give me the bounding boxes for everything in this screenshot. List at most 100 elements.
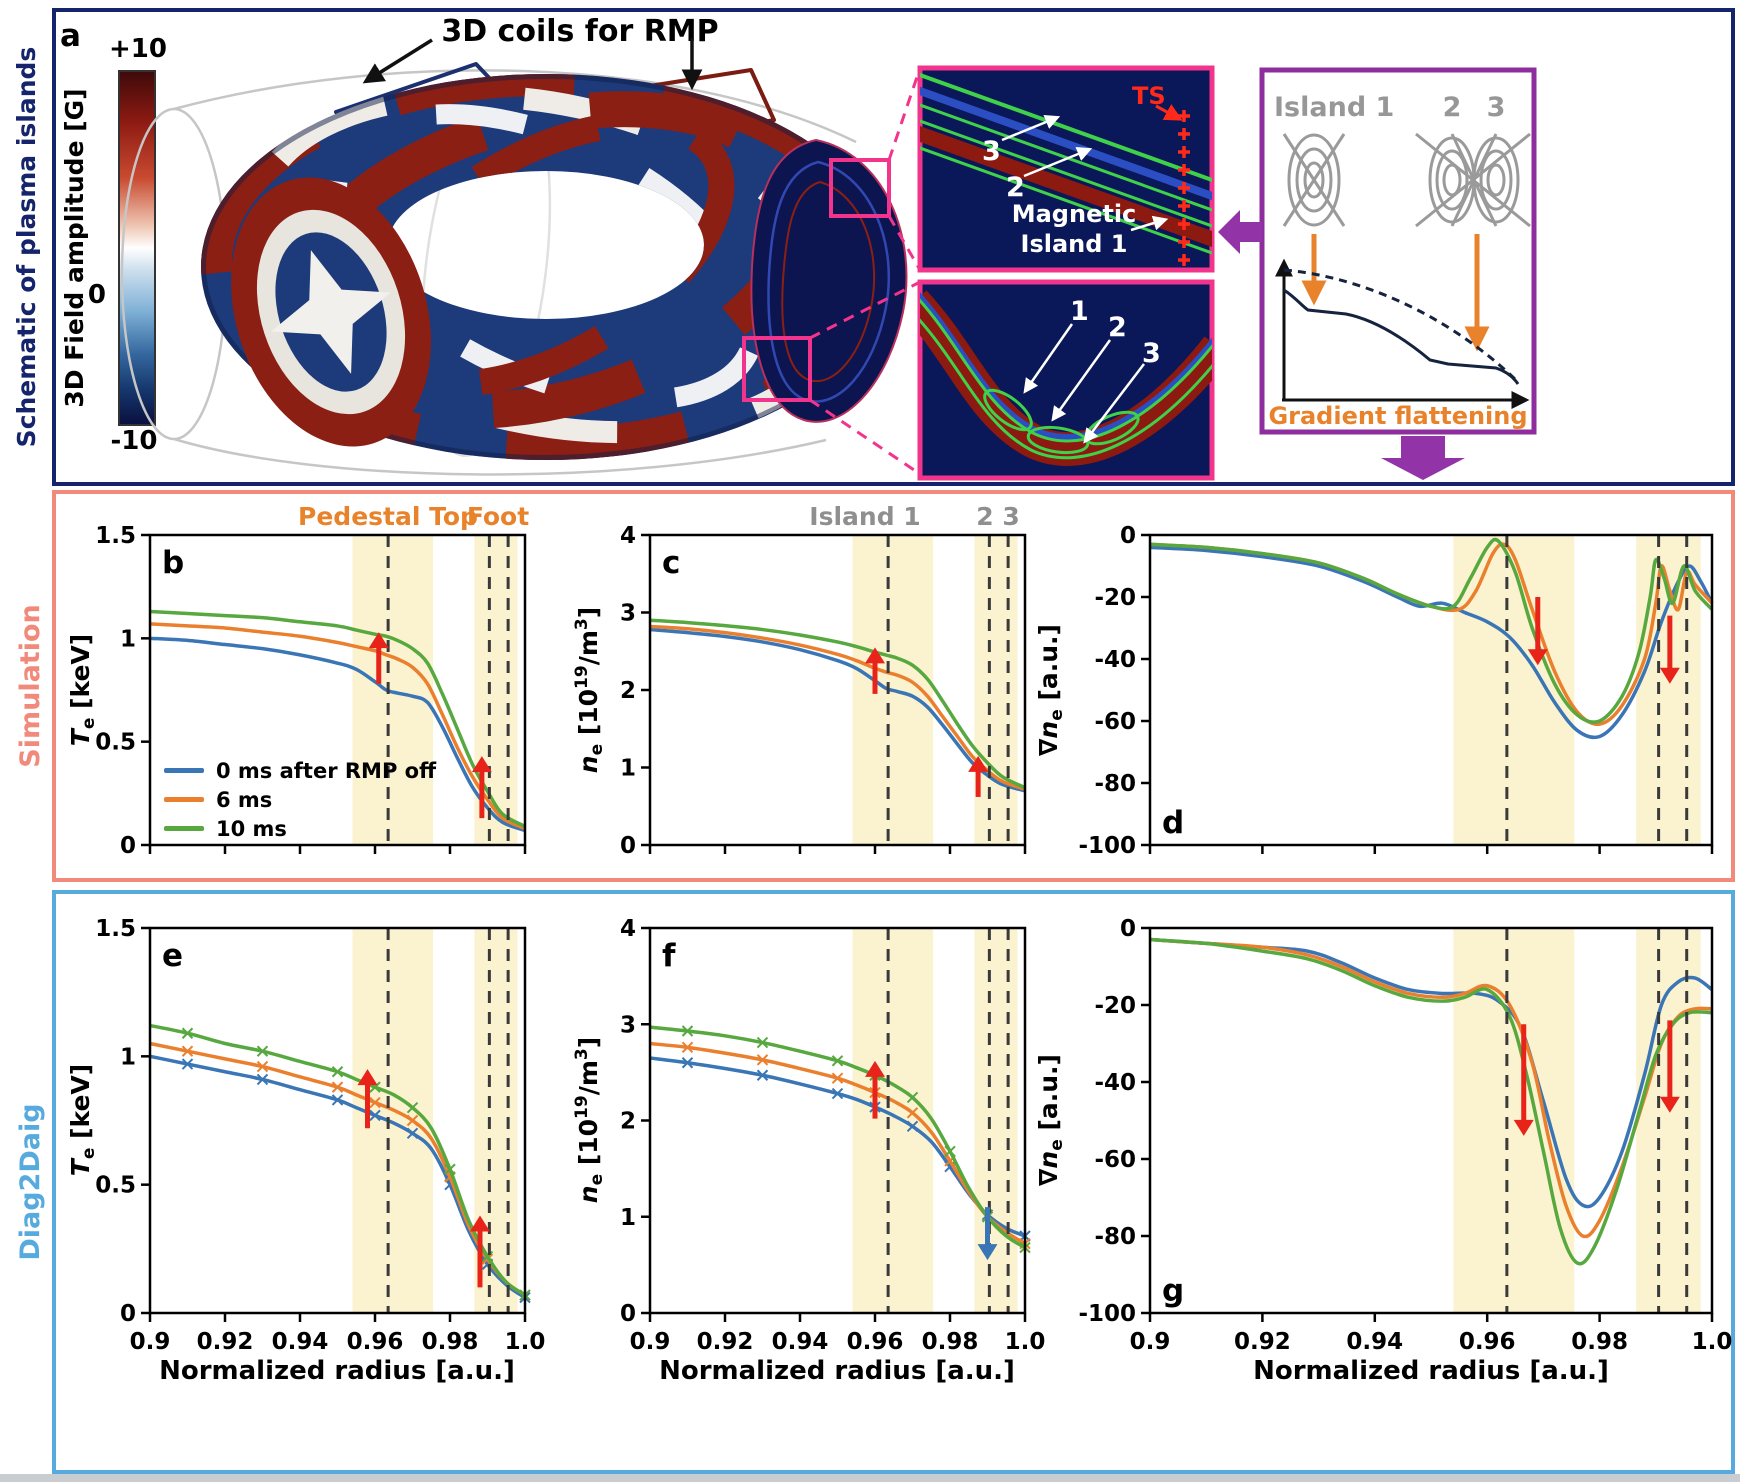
- y-tick-label: 4: [620, 523, 636, 549]
- inset2-label-3: 3: [1142, 338, 1161, 369]
- chart-te-diag: 0 0.5 1 1.5 0.9 0.92 0.94 0.96 0.98 1.0 e: [95, 916, 545, 1355]
- x-tick-label: 0.96: [347, 1329, 404, 1355]
- data-marker: [756, 1069, 769, 1081]
- flattening-arrows: [1301, 234, 1490, 352]
- x-tick-label: 0.9: [130, 1329, 171, 1355]
- panel-letter-e: e: [162, 938, 183, 974]
- data-marker: [406, 1114, 419, 1127]
- legend-swatch: [164, 826, 204, 831]
- legend-label: 0 ms after RMP off: [216, 758, 437, 783]
- x-tick-label: 0.98: [422, 1329, 479, 1355]
- ylabel-ne-sim: ne [1019/m3]: [572, 606, 608, 774]
- xaxis-label-e: Normalized radius [a.u.]: [159, 1356, 515, 1386]
- gradient-mini-plot: [1275, 258, 1530, 409]
- arrow-head: [977, 1244, 998, 1261]
- y-tick-label: -80: [1094, 771, 1136, 797]
- title-arrows: [362, 38, 703, 91]
- series-line: [1149, 545, 1714, 740]
- data-marker: [681, 1025, 694, 1037]
- arrow-head: [470, 1215, 490, 1232]
- x-tick-label: 0.98: [922, 1329, 979, 1355]
- block-arrow-left-icon: [1218, 210, 1262, 254]
- bottom-strip: [0, 1474, 1740, 1482]
- islands23-annotation: 2 3: [976, 502, 1020, 531]
- arrow-head: [1527, 649, 1548, 666]
- zoom-region-markers: [742, 67, 922, 476]
- islands23-drawing: [1415, 132, 1531, 228]
- data-marker: [906, 1107, 919, 1119]
- data-marker: [256, 1060, 269, 1073]
- ylabel-te-sim: Te [keV]: [65, 633, 100, 747]
- highlight-band: [352, 535, 434, 845]
- x-tick-label: 0.98: [1571, 1329, 1628, 1355]
- data-marker: [831, 1072, 844, 1084]
- data-marker: [181, 1027, 194, 1039]
- highlight-band: [1453, 928, 1575, 1313]
- xaxis-label-f: Normalized radius [a.u.]: [659, 1356, 1015, 1386]
- panel-letter-f: f: [662, 938, 676, 974]
- panel-a-side-label: Schematic of plasma islands: [11, 46, 41, 448]
- arrow-head: [357, 1069, 378, 1086]
- data-marker: [369, 1096, 381, 1109]
- x-tick-label: 1.0: [505, 1329, 546, 1355]
- plot-frame: [648, 533, 1027, 847]
- y-tick-label: 3: [620, 601, 636, 627]
- data-marker: [756, 1054, 769, 1066]
- y-tick-label: 3: [620, 1012, 636, 1038]
- panel-letter-d: d: [1162, 805, 1184, 841]
- inset2-label-1: 1: [1070, 296, 1089, 327]
- plot-frame: [1148, 926, 1714, 1315]
- y-tick-label: -60: [1094, 1147, 1136, 1173]
- series-line: [149, 636, 526, 833]
- cut-face-star: [271, 250, 391, 374]
- series-line: [1149, 937, 1713, 1266]
- inset1-label-3: 3: [982, 136, 1001, 167]
- y-tick-label: 0: [120, 1301, 136, 1327]
- series-line: [149, 1023, 526, 1297]
- legend: 0 ms after RMP off 6 ms 10 ms: [164, 756, 444, 843]
- y-tick-label: 0: [1120, 523, 1136, 549]
- chart-te-simulation: 0 0.5 1 1.5 b: [95, 523, 527, 859]
- series-line: [649, 1025, 1026, 1250]
- unperturbed-profile-curve: [1283, 268, 1520, 384]
- arrow-head: [865, 647, 885, 664]
- data-marker: [331, 1094, 344, 1106]
- y-tick-label: 0: [120, 833, 136, 859]
- data-marker: [406, 1127, 419, 1140]
- pedestal-top-annotation: Pedestal Top: [298, 502, 478, 531]
- chart-grad-ne-simulation: 0 -20 -40 -60 -80 -100 d: [1078, 523, 1714, 859]
- legend-item: 6 ms: [164, 785, 444, 814]
- arrow-head: [1659, 1096, 1680, 1113]
- data-marker: [331, 1081, 344, 1093]
- y-tick-label: -40: [1094, 647, 1136, 673]
- x-tick-label: 0.94: [272, 1329, 329, 1355]
- plot-f: 0 1 2 3 4 0.9 0.92 0.94 0.96 0.98 1.0 f: [620, 916, 1045, 1355]
- y-tick-label: 2: [620, 1109, 636, 1135]
- x-tick-label: 0.96: [1459, 1329, 1516, 1355]
- inset1-caption-line1: Magnetic: [1012, 200, 1137, 228]
- arrow-head: [471, 756, 492, 773]
- data-marker: [906, 1091, 919, 1104]
- island-schematic-panel: Island 1 2 3 Gradient flattening: [1259, 67, 1537, 435]
- data-marker: [681, 1057, 694, 1069]
- y-tick-label: 1: [620, 1205, 636, 1231]
- simulation-row-label: Simulation: [14, 604, 46, 768]
- series-line: [649, 1056, 1026, 1238]
- data-marker: [331, 1066, 344, 1078]
- series-line: [149, 609, 526, 828]
- legend-swatch: [164, 797, 204, 802]
- highlight-band: [1636, 928, 1701, 1313]
- thomson-scattering-points: [1178, 110, 1190, 266]
- y-tick-label: 1: [620, 756, 636, 782]
- y-tick-label: -40: [1094, 1070, 1136, 1096]
- flattened-profile-curve: [1283, 288, 1520, 385]
- y-tick-label: 0: [620, 1301, 636, 1327]
- ylabel-te-diag: Te [keV]: [65, 1063, 100, 1177]
- island1-annotation: Island 1: [809, 502, 921, 531]
- ylabel-grad-ne-sim: ∇ne [a.u.]: [1033, 624, 1068, 756]
- x-tick-label: 0.9: [630, 1329, 671, 1355]
- series-line: [149, 1041, 526, 1297]
- plot-b: 0 0.5 1 1.5 b: [95, 523, 527, 859]
